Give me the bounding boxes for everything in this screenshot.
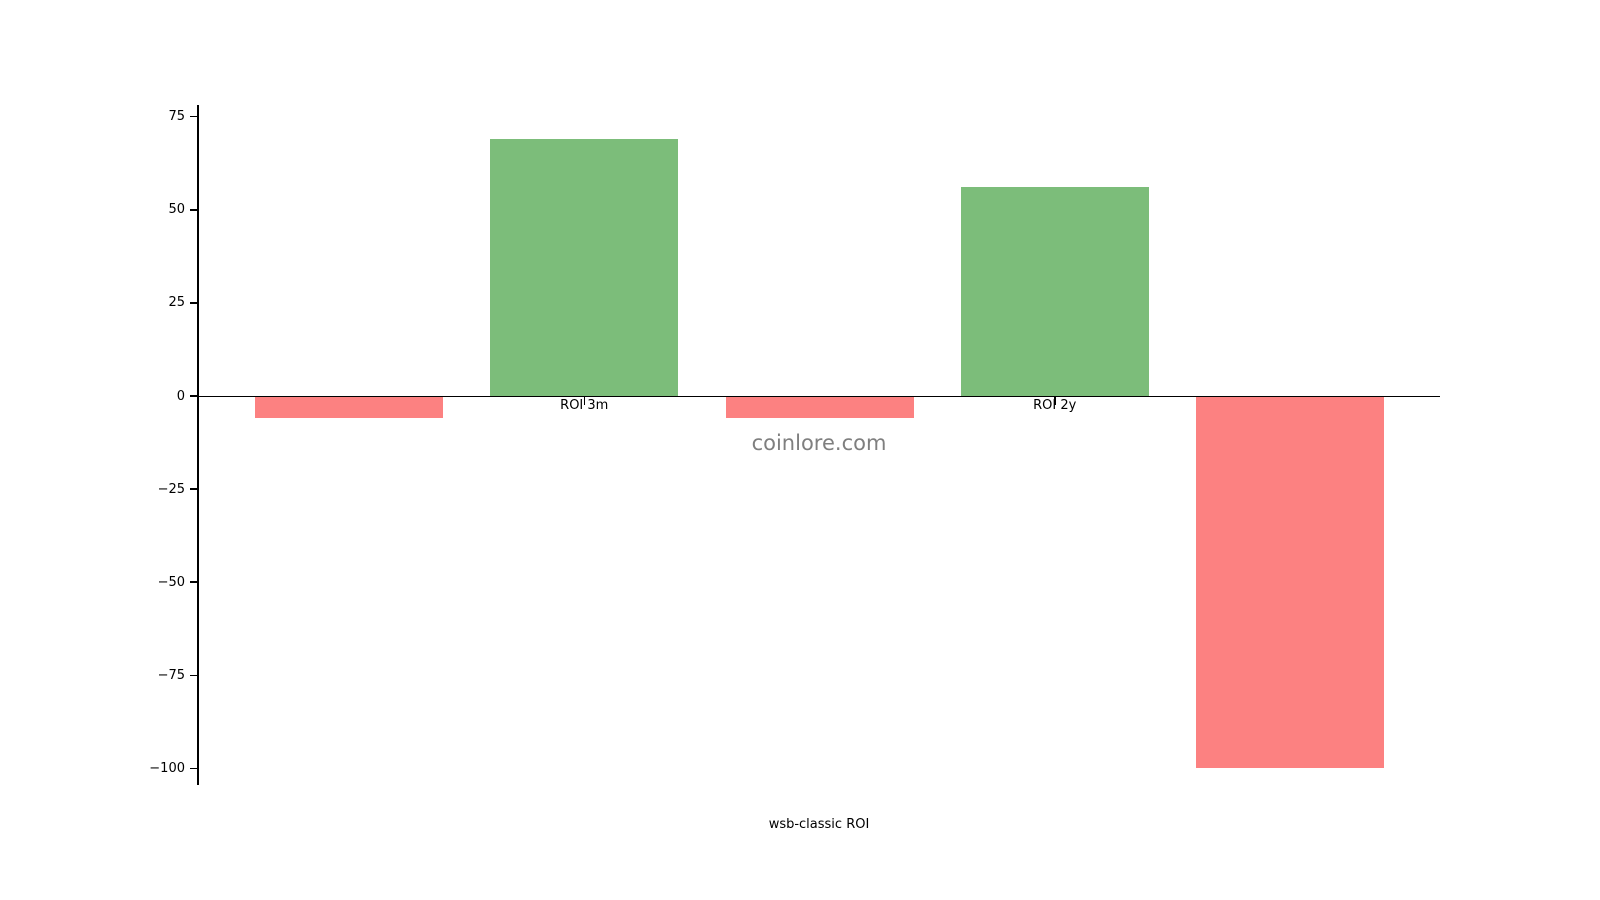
y-tick	[190, 488, 197, 490]
bar	[255, 396, 443, 419]
bar	[1196, 396, 1384, 769]
chart-title: wsb-classic ROI	[768, 817, 870, 832]
y-tick	[190, 209, 197, 211]
x-axis-line	[197, 395, 1440, 397]
bar	[490, 139, 679, 396]
y-tick-label: 75	[168, 109, 185, 125]
x-tick-label: ROI 2y	[1033, 398, 1077, 413]
y-tick-label: 25	[168, 295, 185, 311]
y-tick	[190, 674, 197, 677]
y-tick	[190, 302, 197, 304]
y-axis-line	[197, 105, 199, 785]
bar	[960, 187, 1149, 396]
watermark: coinlore.com	[751, 431, 887, 455]
x-tick	[1054, 396, 1056, 405]
y-tick-label: −50	[157, 574, 185, 590]
x-tick-label: ROI 3m	[560, 398, 609, 413]
y-tick-label: −100	[149, 760, 185, 776]
y-tick	[190, 581, 197, 583]
y-tick-label: 0	[176, 388, 185, 404]
x-tick	[583, 396, 585, 405]
y-tick-label: −25	[157, 481, 185, 497]
bar	[725, 396, 914, 419]
y-tick	[190, 395, 197, 397]
y-tick	[190, 115, 197, 118]
y-tick-label: −75	[157, 667, 185, 683]
y-tick-label: 50	[168, 202, 185, 218]
y-tick	[190, 767, 197, 770]
